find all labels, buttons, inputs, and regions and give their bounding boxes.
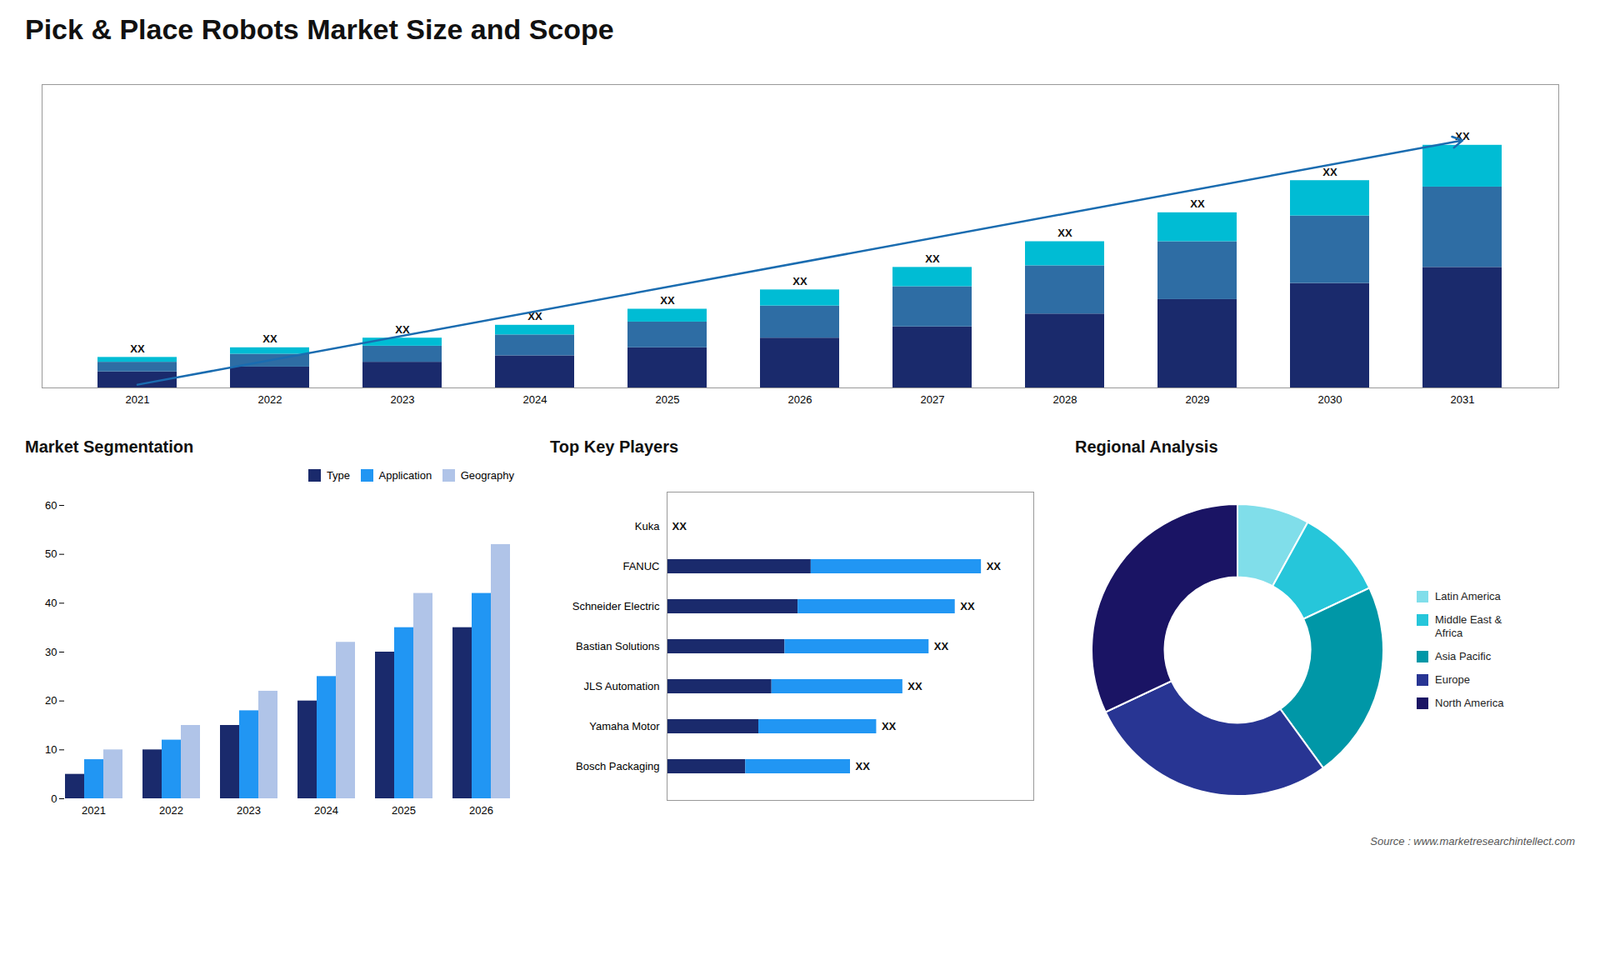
svg-text:XX: XX [986, 560, 1002, 573]
html-text:Application: Application [378, 469, 432, 482]
svg-text:XX: XX [960, 600, 975, 613]
svg-text:Bastian Solutions: Bastian Solutions [575, 640, 660, 653]
svg-text:Schneider Electric: Schneider Electric [572, 600, 660, 613]
svg-text:XX: XX [262, 332, 278, 345]
svg-text:Europe: Europe [1435, 673, 1470, 686]
svg-text:2024: 2024 [523, 393, 548, 406]
svg-text:2031: 2031 [1450, 393, 1475, 406]
html-text:Source : www.marketresearchint: Source : www.marketresearchintellect.com [1370, 834, 1575, 848]
svg-text:40: 40 [45, 595, 57, 609]
svg-text:20: 20 [45, 694, 57, 707]
svg-text:FANUC: FANUC [622, 560, 660, 573]
svg-text:2025: 2025 [655, 393, 680, 406]
svg-text:XX: XX [1322, 165, 1338, 179]
svg-text:XX: XX [660, 294, 675, 307]
svg-text:Kuka: Kuka [635, 520, 660, 533]
svg-text:XX: XX [527, 310, 543, 323]
svg-text:2021: 2021 [81, 803, 106, 816]
svg-text:50: 50 [45, 547, 57, 560]
svg-text:XX: XX [881, 720, 897, 733]
svg-text:XX: XX [1057, 226, 1073, 240]
svg-text:XX: XX [925, 252, 940, 265]
svg-text:2027: 2027 [920, 393, 945, 406]
svg-text:XX: XX [855, 760, 871, 773]
svg-text:XX: XX [672, 520, 688, 533]
svg-text:2022: 2022 [258, 393, 283, 406]
html-text:Market Segmentation: Market Segmentation [25, 437, 194, 456]
html-text:Regional Analysis: Regional Analysis [1075, 437, 1218, 456]
svg-text:XX: XX [907, 680, 923, 693]
svg-text:2024: 2024 [314, 803, 339, 816]
svg-text:2028: 2028 [1053, 393, 1078, 406]
svg-text:Latin America: Latin America [1435, 590, 1502, 603]
svg-text:XX: XX [1455, 130, 1470, 143]
html-text:Geography: Geography [460, 469, 515, 482]
svg-text:10: 10 [45, 742, 57, 755]
svg-text:2022: 2022 [159, 803, 184, 816]
svg-text:XX: XX [934, 640, 950, 653]
svg-text:XX: XX [395, 323, 410, 336]
svg-text:Middle East &Africa: Middle East &Africa [1435, 613, 1503, 640]
svg-text:XX: XX [130, 342, 145, 355]
svg-text:Yamaha Motor: Yamaha Motor [589, 720, 660, 733]
html-text:Pick & Place Robots Market Siz: Pick & Place Robots Market Size and Scop… [25, 13, 614, 45]
svg-text:XX: XX [792, 275, 808, 288]
svg-text:North America: North America [1435, 696, 1505, 710]
svg-text:30: 30 [45, 645, 57, 658]
svg-text:2023: 2023 [390, 393, 415, 406]
svg-text:2026: 2026 [788, 393, 813, 406]
svg-text:60: 60 [45, 498, 57, 511]
svg-text:2021: 2021 [125, 393, 150, 406]
svg-text:JLS Automation: JLS Automation [583, 680, 660, 693]
svg-text:XX: XX [1190, 197, 1205, 210]
html-text:Top Key Players: Top Key Players [550, 437, 679, 456]
svg-text:0: 0 [50, 791, 57, 805]
svg-text:Asia Pacific: Asia Pacific [1435, 650, 1492, 663]
svg-text:2029: 2029 [1185, 393, 1210, 406]
svg-text:2025: 2025 [391, 803, 416, 816]
svg-text:2026: 2026 [469, 803, 494, 816]
svg-text:2030: 2030 [1318, 393, 1343, 406]
svg-text:Bosch Packaging: Bosch Packaging [575, 760, 660, 773]
html-text:Type: Type [326, 469, 351, 482]
svg-text:2023: 2023 [236, 803, 261, 816]
